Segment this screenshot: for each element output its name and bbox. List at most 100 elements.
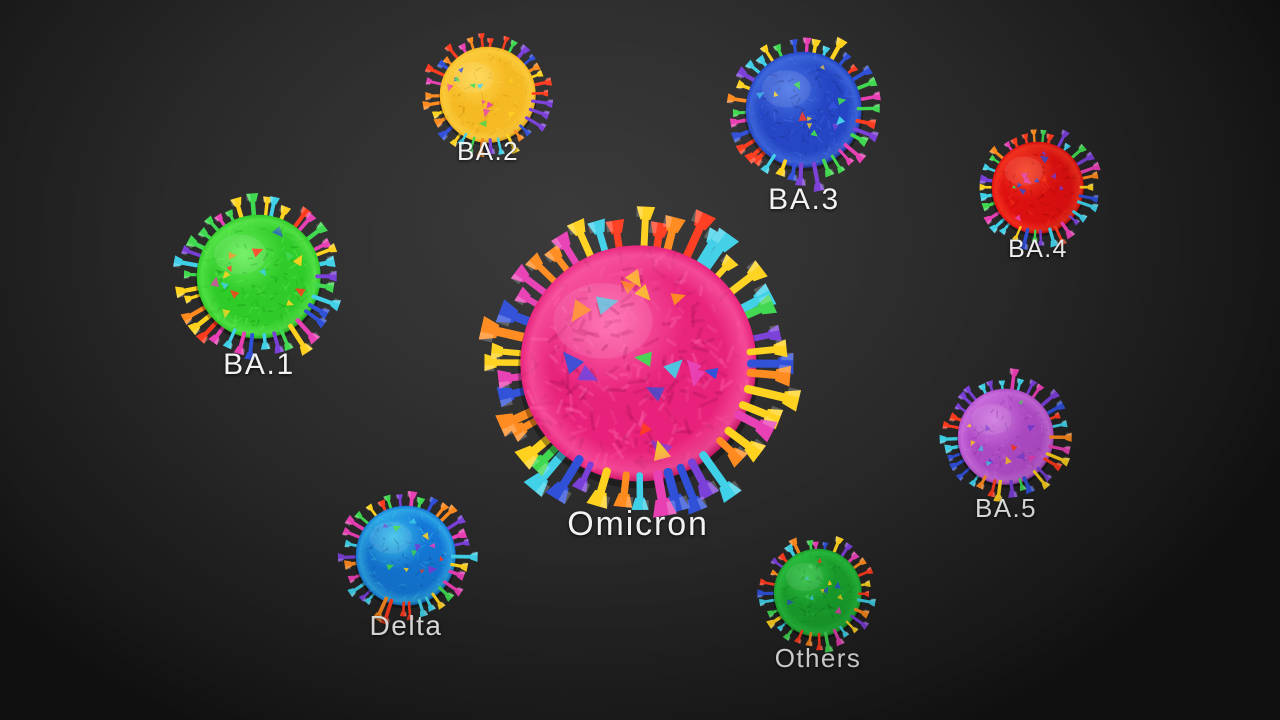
spike-protein xyxy=(425,92,445,101)
spike-protein xyxy=(1048,420,1068,429)
virus-particle-delta[interactable] xyxy=(331,481,481,631)
variant-label-ba4: BA.4 xyxy=(1008,234,1068,263)
spikes-back xyxy=(727,37,882,167)
virus-particle-ba5[interactable] xyxy=(934,365,1078,509)
spike-protein xyxy=(759,578,779,587)
spike-protein xyxy=(513,129,525,143)
spikes-front xyxy=(457,89,554,158)
virus-particle-ba2[interactable] xyxy=(416,23,560,167)
spike-protein xyxy=(586,466,611,509)
spike-protein xyxy=(295,211,317,235)
spike-protein xyxy=(759,598,779,607)
spike-protein xyxy=(743,384,801,412)
variant-label-omicron: Omicron xyxy=(567,505,709,544)
spike-protein xyxy=(1024,379,1038,399)
virion-graphic xyxy=(422,33,554,158)
spike-protein xyxy=(443,514,467,533)
variant-label-delta: Delta xyxy=(369,610,443,642)
spike-protein xyxy=(344,560,362,571)
spike-protein xyxy=(425,596,437,613)
spike-protein xyxy=(723,259,768,299)
spike-protein xyxy=(510,263,553,299)
spike-protein xyxy=(261,333,271,351)
spike-protein xyxy=(760,154,777,175)
spike-protein xyxy=(788,537,803,558)
spike-protein xyxy=(976,475,987,491)
spike-protein xyxy=(715,436,748,468)
spike-protein xyxy=(766,613,786,630)
virion-graphic xyxy=(173,193,342,361)
spike-protein xyxy=(735,66,759,85)
spike-protein xyxy=(1031,229,1039,242)
spike-protein xyxy=(437,504,459,525)
spike-protein xyxy=(496,137,506,156)
spike-protein xyxy=(303,221,329,244)
spike-protein xyxy=(1038,229,1045,246)
spike-protein xyxy=(676,463,708,515)
spike-protein xyxy=(506,133,521,155)
variant-label-ba3: BA.3 xyxy=(768,182,840,216)
virion-graphic xyxy=(727,37,882,193)
spike-protein xyxy=(476,138,486,158)
spike-protein xyxy=(1043,400,1066,417)
spike-protein xyxy=(444,43,461,62)
spike-protein xyxy=(794,629,804,645)
virus-particle-others[interactable] xyxy=(752,527,884,659)
spike-protein xyxy=(262,196,273,221)
spike-protein xyxy=(852,76,878,92)
spike-protein xyxy=(1049,432,1072,443)
spike-protein xyxy=(1009,368,1020,394)
spike-protein xyxy=(993,480,1004,503)
spike-protein xyxy=(730,117,752,128)
spike-protein xyxy=(816,632,824,651)
spike-protein xyxy=(1043,457,1063,472)
spike-protein xyxy=(731,128,756,144)
spike-protein xyxy=(478,315,533,343)
spike-protein xyxy=(530,77,553,88)
spike-protein xyxy=(529,108,550,120)
spike-protein xyxy=(828,37,848,65)
spike-protein xyxy=(443,580,464,597)
virus-particle-ba3[interactable] xyxy=(717,23,890,196)
spike-protein xyxy=(795,162,807,186)
spike-protein xyxy=(1012,226,1022,242)
spikes-front xyxy=(545,338,801,518)
virus-particle-ba1[interactable] xyxy=(166,184,351,369)
spike-protein xyxy=(311,243,338,259)
virus-particle-omicron[interactable] xyxy=(462,187,815,540)
virus-particle-ba4[interactable] xyxy=(969,119,1107,257)
virion-graphic xyxy=(979,129,1101,251)
spike-protein xyxy=(314,281,335,294)
spikes-front xyxy=(1012,183,1099,251)
spike-protein xyxy=(680,208,716,265)
spikes-front xyxy=(223,271,342,361)
spike-protein xyxy=(550,230,583,272)
spike-protein xyxy=(399,601,408,617)
spike-protein xyxy=(1022,476,1036,495)
spike-protein xyxy=(1018,228,1030,251)
spike-protein xyxy=(288,323,314,357)
spike-protein xyxy=(531,99,554,109)
spike-protein xyxy=(304,309,328,329)
variant-label-ba5: BA.5 xyxy=(974,492,1038,523)
spike-protein xyxy=(738,400,783,429)
spike-protein xyxy=(687,457,719,501)
spike-protein xyxy=(417,599,429,618)
spike-protein xyxy=(698,450,742,503)
spikes-back xyxy=(478,205,782,497)
spike-protein xyxy=(661,214,686,258)
spike-protein xyxy=(246,193,259,221)
spike-protein xyxy=(856,91,882,102)
spike-protein xyxy=(963,385,980,404)
spike-protein xyxy=(486,138,496,155)
spike-protein xyxy=(839,542,854,561)
spike-protein xyxy=(845,620,859,634)
spike-protein xyxy=(1038,388,1061,410)
spike-protein xyxy=(831,536,845,557)
spike-protein xyxy=(831,154,846,175)
spike-protein xyxy=(338,553,361,562)
spike-protein xyxy=(805,632,814,647)
spike-protein xyxy=(746,364,791,387)
spike-protein xyxy=(1036,467,1053,483)
